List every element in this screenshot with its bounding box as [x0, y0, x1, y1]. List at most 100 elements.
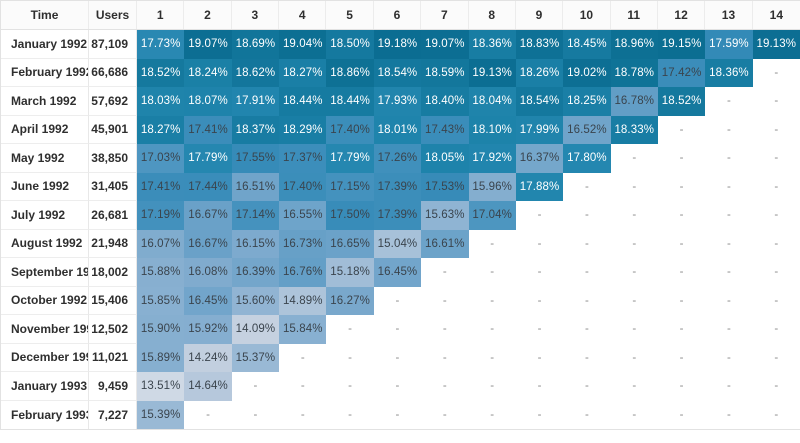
retention-cell[interactable]: 16.76%	[279, 258, 327, 287]
retention-cell[interactable]: 18.03%	[137, 87, 185, 116]
retention-cell[interactable]: 14.09%	[231, 315, 280, 344]
retention-cell[interactable]: 18.26%	[515, 58, 564, 87]
retention-cell[interactable]: 17.79%	[184, 144, 232, 173]
retention-cell[interactable]: 17.04%	[468, 201, 516, 230]
retention-cell[interactable]: 19.15%	[657, 30, 706, 59]
retention-cell[interactable]: 18.44%	[326, 87, 374, 116]
retention-cell[interactable]: 17.44%	[184, 172, 232, 201]
retention-cell[interactable]: 17.80%	[563, 144, 611, 173]
retention-cell[interactable]: 16.45%	[373, 258, 422, 287]
retention-cell[interactable]: 14.89%	[279, 286, 327, 315]
retention-cell[interactable]: 17.03%	[137, 144, 185, 173]
retention-cell[interactable]: 17.55%	[231, 144, 280, 173]
retention-cell[interactable]: 18.78%	[610, 58, 658, 87]
retention-cell[interactable]: 16.15%	[231, 229, 280, 258]
retention-cell[interactable]: 18.07%	[184, 87, 232, 116]
retention-cell[interactable]: 17.26%	[373, 144, 422, 173]
retention-cell[interactable]: 18.52%	[657, 87, 706, 116]
retention-cell[interactable]: 17.42%	[657, 58, 706, 87]
retention-cell[interactable]: 16.45%	[184, 286, 232, 315]
retention-cell[interactable]: 18.25%	[563, 87, 611, 116]
retention-cell[interactable]: 18.01%	[373, 115, 422, 144]
retention-cell[interactable]: 18.69%	[231, 30, 280, 59]
retention-cell[interactable]: 18.50%	[326, 30, 374, 59]
retention-cell[interactable]: 16.65%	[326, 229, 374, 258]
retention-cell[interactable]: 15.85%	[137, 286, 185, 315]
retention-cell[interactable]: 16.08%	[184, 258, 232, 287]
retention-cell[interactable]: 17.79%	[326, 144, 374, 173]
retention-cell[interactable]: 13.51%	[137, 372, 185, 401]
retention-cell[interactable]: 18.54%	[515, 87, 564, 116]
retention-cell[interactable]: 16.67%	[184, 201, 232, 230]
retention-cell[interactable]: 18.04%	[468, 87, 516, 116]
retention-cell[interactable]: 17.39%	[373, 201, 422, 230]
retention-cell[interactable]: 19.04%	[279, 30, 327, 59]
retention-cell[interactable]: 17.39%	[373, 172, 422, 201]
retention-cell[interactable]: 18.54%	[373, 58, 422, 87]
retention-cell[interactable]: 19.07%	[421, 30, 469, 59]
retention-cell[interactable]: 18.27%	[137, 115, 185, 144]
retention-cell[interactable]: 17.14%	[231, 201, 280, 230]
retention-cell[interactable]: 19.18%	[373, 30, 422, 59]
retention-cell[interactable]: 15.90%	[137, 315, 185, 344]
retention-cell[interactable]: 17.73%	[137, 30, 185, 59]
retention-cell[interactable]: 18.24%	[184, 58, 232, 87]
retention-cell[interactable]: 18.36%	[705, 58, 753, 87]
retention-cell[interactable]: 16.07%	[137, 229, 185, 258]
retention-cell[interactable]: 15.39%	[137, 400, 185, 429]
retention-cell[interactable]: 17.88%	[515, 172, 564, 201]
retention-cell[interactable]: 16.37%	[515, 144, 564, 173]
retention-cell[interactable]: 14.24%	[184, 343, 232, 372]
retention-cell[interactable]: 16.27%	[326, 286, 374, 315]
retention-cell[interactable]: 16.52%	[563, 115, 611, 144]
retention-cell[interactable]: 17.37%	[279, 144, 327, 173]
retention-cell[interactable]: 19.13%	[468, 58, 516, 87]
retention-cell[interactable]: 18.27%	[279, 58, 327, 87]
retention-cell[interactable]: 15.88%	[137, 258, 185, 287]
retention-cell[interactable]: 19.13%	[752, 30, 800, 59]
retention-cell[interactable]: 18.40%	[421, 87, 469, 116]
retention-cell[interactable]: 17.92%	[468, 144, 516, 173]
retention-cell[interactable]: 17.15%	[326, 172, 374, 201]
retention-cell[interactable]: 16.51%	[231, 172, 280, 201]
retention-cell[interactable]: 17.41%	[137, 172, 185, 201]
retention-cell[interactable]: 18.29%	[279, 115, 327, 144]
retention-cell[interactable]: 17.99%	[515, 115, 564, 144]
retention-cell[interactable]: 15.60%	[231, 286, 280, 315]
retention-cell[interactable]: 18.05%	[421, 144, 469, 173]
retention-cell[interactable]: 18.59%	[421, 58, 469, 87]
retention-cell[interactable]: 16.78%	[610, 87, 658, 116]
retention-cell[interactable]: 16.67%	[184, 229, 232, 258]
retention-cell[interactable]: 16.61%	[421, 229, 469, 258]
retention-cell[interactable]: 18.62%	[231, 58, 280, 87]
retention-cell[interactable]: 16.55%	[279, 201, 327, 230]
retention-cell[interactable]: 15.37%	[231, 343, 280, 372]
retention-cell[interactable]: 19.07%	[184, 30, 232, 59]
retention-cell[interactable]: 15.84%	[279, 315, 327, 344]
retention-cell[interactable]: 18.52%	[137, 58, 185, 87]
retention-cell[interactable]: 17.53%	[421, 172, 469, 201]
retention-cell[interactable]: 18.33%	[610, 115, 658, 144]
retention-cell[interactable]: 17.43%	[421, 115, 469, 144]
retention-cell[interactable]: 17.40%	[279, 172, 327, 201]
retention-cell[interactable]: 18.37%	[231, 115, 280, 144]
retention-cell[interactable]: 15.04%	[373, 229, 422, 258]
retention-cell[interactable]: 15.92%	[184, 315, 232, 344]
retention-cell[interactable]: 16.73%	[279, 229, 327, 258]
retention-cell[interactable]: 17.50%	[326, 201, 374, 230]
retention-cell[interactable]: 17.41%	[184, 115, 232, 144]
retention-cell[interactable]: 16.39%	[231, 258, 280, 287]
retention-cell[interactable]: 15.96%	[468, 172, 516, 201]
retention-cell[interactable]: 17.91%	[231, 87, 280, 116]
retention-cell[interactable]: 17.40%	[326, 115, 374, 144]
retention-cell[interactable]: 18.36%	[468, 30, 516, 59]
retention-cell[interactable]: 14.64%	[184, 372, 232, 401]
retention-cell[interactable]: 17.93%	[373, 87, 422, 116]
retention-cell[interactable]: 15.63%	[421, 201, 469, 230]
retention-cell[interactable]: 18.86%	[326, 58, 374, 87]
retention-cell[interactable]: 18.44%	[279, 87, 327, 116]
retention-cell[interactable]: 18.10%	[468, 115, 516, 144]
retention-cell[interactable]: 17.19%	[137, 201, 185, 230]
retention-cell[interactable]: 15.18%	[326, 258, 374, 287]
retention-cell[interactable]: 15.89%	[137, 343, 185, 372]
